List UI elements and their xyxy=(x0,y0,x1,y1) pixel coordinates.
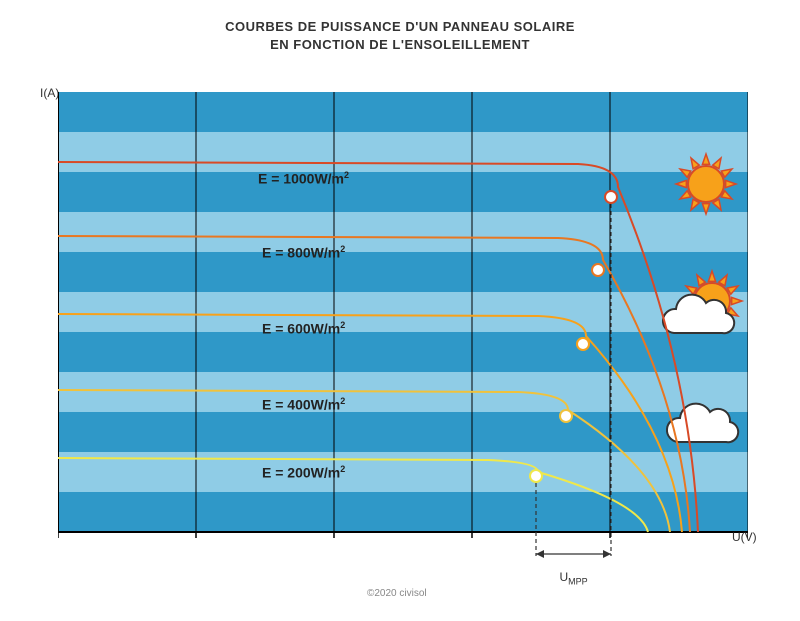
chart-title: COURBES DE PUISSANCE D'UN PANNEAU SOLAIR… xyxy=(0,0,800,53)
curve-label-e600: E = 600W/m2 xyxy=(262,320,345,337)
curve-label-e400: E = 400W/m2 xyxy=(262,396,345,413)
title-line-1: COURBES DE PUISSANCE D'UN PANNEAU SOLAIR… xyxy=(0,18,800,36)
umpp-label: UMPP xyxy=(560,570,588,586)
copyright: ©2020 civisol xyxy=(367,588,427,599)
curve-label-e200: E = 200W/m2 xyxy=(262,464,345,481)
y-axis-label: I(A) xyxy=(40,86,59,100)
umpp-sub: MPP xyxy=(568,576,588,586)
curve-label-e1000: E = 1000W/m2 xyxy=(258,170,349,187)
curve-label-e800: E = 800W/m2 xyxy=(262,244,345,261)
chart-area xyxy=(58,92,748,532)
umpp-text: U xyxy=(560,570,569,584)
x-axis-label: U(V) xyxy=(732,530,757,544)
title-line-2: EN FONCTION DE L'ENSOLEILLEMENT xyxy=(0,36,800,54)
